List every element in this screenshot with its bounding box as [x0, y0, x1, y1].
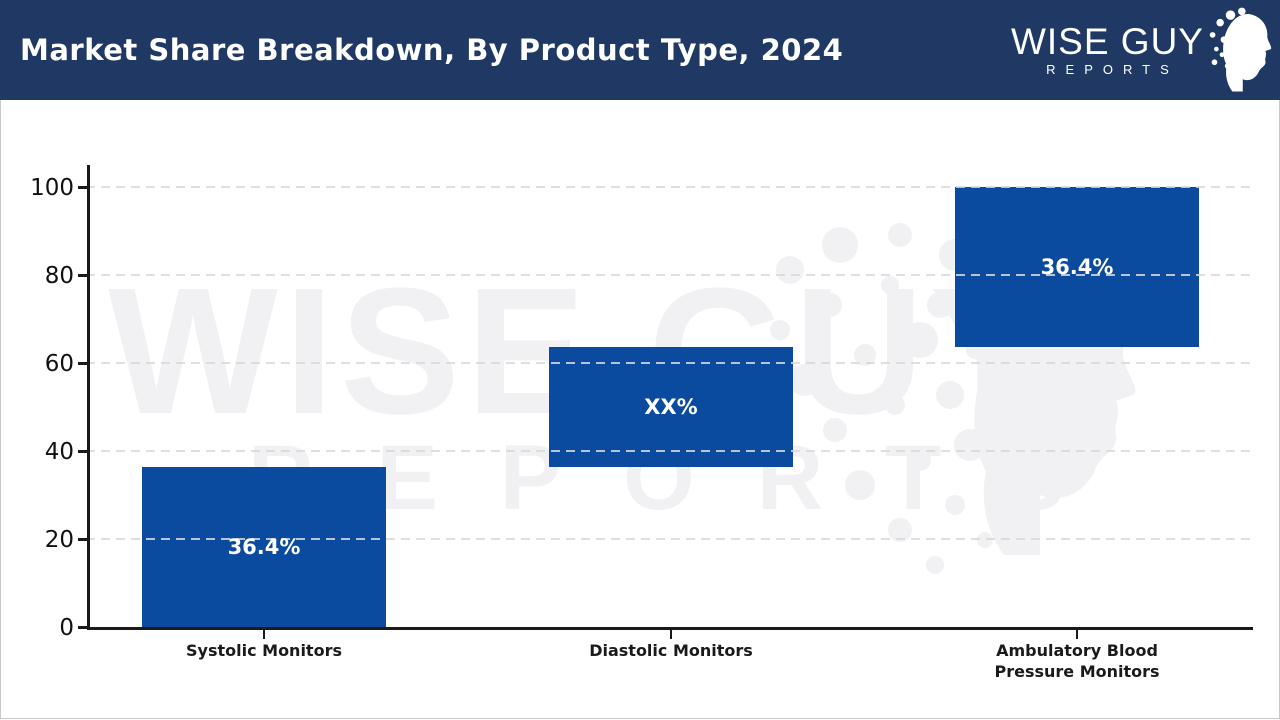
ticks-layer: 0 20 40 60 80 100 36.4% XX% 36.4% Systolic Monito…: [0, 100, 1280, 719]
y-tick-mark-80: [78, 274, 87, 277]
y-tick-mark-60: [78, 362, 87, 365]
y-tick-label-100: 100: [30, 175, 74, 201]
y-tick-mark-0: [78, 626, 87, 629]
bar-value-label-1: 36.4%: [227, 534, 301, 559]
logo-subtext: REPORTS: [1046, 62, 1179, 78]
x-tick-mark-1: [263, 630, 265, 639]
bar-value-label-2: XX%: [644, 395, 698, 419]
logo-head-icon: [1209, 7, 1272, 92]
x-axis-line: [87, 627, 1253, 630]
y-tick-mark-20: [78, 538, 87, 541]
plot-area: WISE GUY REPORTS 0 20 40 60 80 100 36.4% XX% 36.…: [0, 100, 1280, 719]
bars-layer: [0, 100, 1280, 719]
x-tick-mark-3: [1076, 630, 1078, 639]
y-tick-label-40: 40: [44, 439, 74, 465]
bar-value-label-3: 36.4%: [1040, 255, 1114, 280]
y-tick-mark-100: [78, 186, 87, 189]
y-tick-label-80: 80: [44, 263, 74, 289]
x-category-label-2: Diastolic Monitors: [589, 641, 753, 660]
y-axis-line: [87, 165, 90, 630]
x-tick-mark-2: [670, 630, 672, 639]
x-category-label-3: Ambulatory Blood Pressure Monitors: [994, 641, 1160, 681]
bar-1: [142, 466, 386, 627]
frame-border-bottom: [0, 718, 1280, 719]
y-tick-mark-40: [78, 450, 87, 453]
frame-border-left: [0, 100, 1, 719]
y-tick-label-0: 0: [59, 615, 74, 641]
logo-wordmark: WISE GUY: [1010, 20, 1204, 62]
axes-layer: [0, 100, 1280, 719]
logo-text: WISE GUY REPORTS: [1010, 20, 1204, 78]
header-bar: Market Share Breakdown, By Product Type,…: [0, 0, 1280, 100]
chart-title: Market Share Breakdown, By Product Type,…: [20, 33, 844, 67]
bar-2: [549, 347, 793, 467]
bar-3: [955, 187, 1199, 348]
y-tick-label-60: 60: [44, 351, 74, 377]
y-tick-label-20: 20: [44, 527, 74, 553]
x-category-label-1: Systolic Monitors: [186, 641, 342, 660]
wiseguy-logo: WISE GUY REPORTS: [1011, 6, 1272, 94]
